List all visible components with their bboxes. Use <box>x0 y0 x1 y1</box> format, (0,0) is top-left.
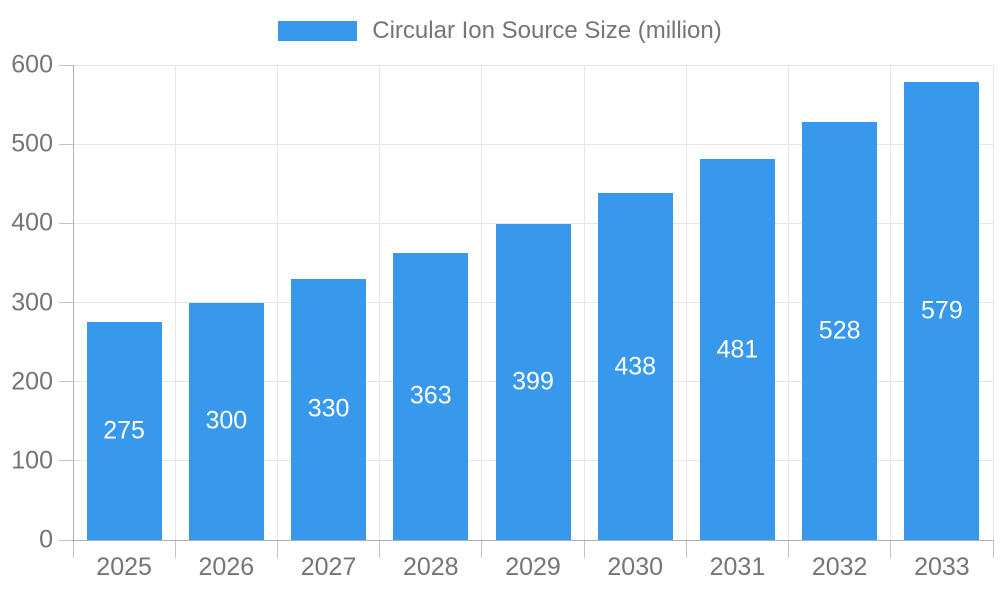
x-tick-mark-7 <box>788 540 790 558</box>
gridline-x-8 <box>890 65 892 540</box>
y-tick-mark-400 <box>59 222 73 224</box>
x-tick-mark-0 <box>72 540 74 558</box>
bar-value-label: 275 <box>103 416 145 445</box>
x-axis-label-2027: 2027 <box>300 553 357 581</box>
bar-2027[interactable]: 330 <box>291 278 367 540</box>
y-tick-mark-600 <box>59 64 73 66</box>
y-axis-label-100: 100 <box>11 446 53 475</box>
gridline-x-4 <box>481 65 483 540</box>
gridline-y-500 <box>73 143 993 145</box>
bar-value-label: 481 <box>716 335 759 364</box>
y-axis-label-400: 400 <box>11 208 53 237</box>
gridline-x-5 <box>583 65 585 540</box>
gridline-y-600 <box>73 64 993 66</box>
x-axis-label-2025: 2025 <box>96 553 152 581</box>
y-axis-label-600: 600 <box>11 50 53 79</box>
bar-2032[interactable]: 528 <box>802 122 878 540</box>
bar-value-label: 330 <box>307 394 350 423</box>
bar-2026[interactable]: 300 <box>188 302 264 540</box>
x-tick-mark-2 <box>276 540 278 558</box>
x-tick-mark-9 <box>992 540 994 558</box>
y-tick-mark-500 <box>59 143 73 145</box>
gridline-x-1 <box>174 65 176 540</box>
x-tick-mark-5 <box>583 540 585 558</box>
y-tick-mark-200 <box>59 381 73 383</box>
gridline-x-7 <box>788 65 790 540</box>
y-axis-label-0: 0 <box>39 525 53 554</box>
bar-2033[interactable]: 579 <box>904 81 980 540</box>
gridline-x-6 <box>685 65 687 540</box>
bar-2028[interactable]: 363 <box>393 252 469 540</box>
x-tick-mark-8 <box>890 540 892 558</box>
x-tick-mark-6 <box>685 540 687 558</box>
bar-2030[interactable]: 438 <box>597 193 673 540</box>
bar-2029[interactable]: 399 <box>495 224 571 540</box>
x-axis-label-2031: 2031 <box>709 553 766 581</box>
legend-item[interactable]: Circular Ion Source Size (million) <box>0 16 1000 46</box>
bar-2025[interactable]: 275 <box>86 322 162 540</box>
bar-value-label: 438 <box>614 352 657 381</box>
gridline-x-2 <box>276 65 278 540</box>
bar-value-label: 579 <box>921 296 963 325</box>
y-tick-mark-100 <box>59 460 73 462</box>
bar-value-label: 528 <box>818 316 861 345</box>
y-tick-mark-300 <box>59 302 73 303</box>
gridline-y-400 <box>73 222 993 224</box>
x-axis-label-2026: 2026 <box>198 553 255 581</box>
x-axis-line <box>72 540 993 541</box>
x-axis-label-2030: 2030 <box>607 553 664 581</box>
legend-swatch <box>278 21 358 41</box>
x-axis-label-2032: 2032 <box>811 553 868 581</box>
y-tick-mark-0 <box>59 539 73 541</box>
bar-value-label: 300 <box>205 406 248 435</box>
plot-area: 275 300 330 363 399 438 481 528 579 <box>59 64 994 558</box>
x-axis-label-2033: 2033 <box>914 553 970 581</box>
x-tick-mark-3 <box>379 540 381 558</box>
gridline-x-3 <box>379 65 381 540</box>
legend-label: Circular Ion Source Size (million) <box>372 17 722 44</box>
bar-value-label: 363 <box>409 381 452 410</box>
gridline-x-9 <box>992 65 994 540</box>
x-tick-mark-1 <box>174 540 176 558</box>
y-axis-label-200: 200 <box>11 367 53 396</box>
x-axis-label-2029: 2029 <box>505 553 561 581</box>
x-tick-mark-4 <box>481 540 483 558</box>
y-axis-label-500: 500 <box>11 129 53 158</box>
y-axis-line <box>73 65 74 540</box>
bar-2031[interactable]: 481 <box>699 159 775 540</box>
y-axis-label-300: 300 <box>11 288 53 316</box>
x-axis-label-2028: 2028 <box>402 553 459 581</box>
bar-value-label: 399 <box>512 367 554 396</box>
